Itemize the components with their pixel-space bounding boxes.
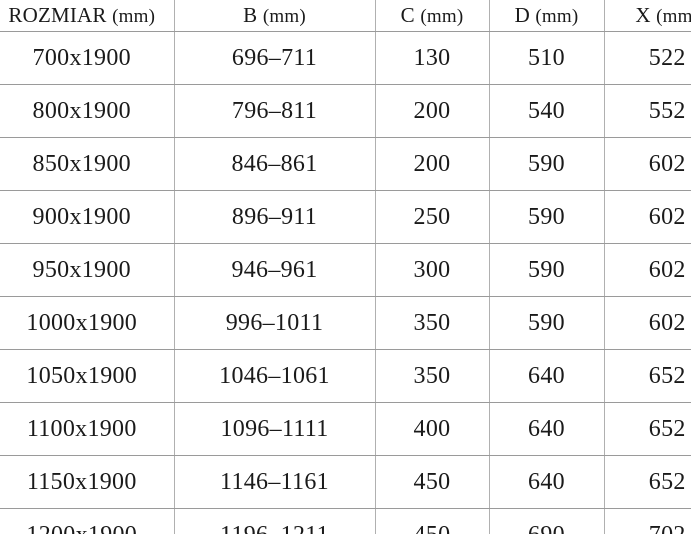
- cell-c: 200: [375, 137, 490, 191]
- cell-x: 652: [604, 455, 691, 509]
- column-header-size-label: ROZMIAR: [8, 3, 107, 27]
- cell-d: 690: [489, 508, 605, 534]
- cell-c: 400: [375, 402, 490, 456]
- table-row: 850x1900 846–861 200 590 602: [0, 137, 691, 191]
- cell-size: 1000x1900: [0, 296, 175, 350]
- cell-c: 450: [375, 455, 490, 509]
- cell-b: 946–961: [174, 243, 376, 297]
- cell-c: 350: [375, 296, 490, 350]
- cell-size: 1150x1900: [0, 455, 175, 509]
- table-row: 1000x1900 996–1011 350 590 602: [0, 296, 691, 350]
- cell-d: 510: [489, 31, 605, 85]
- cell-size: 700x1900: [0, 31, 175, 85]
- cell-c: 350: [375, 349, 490, 403]
- cell-b: 796–811: [174, 84, 376, 138]
- cell-x: 552: [604, 84, 691, 138]
- table-row: 1150x1900 1146–1161 450 640 652: [0, 455, 691, 509]
- table-row: 800x1900 796–811 200 540 552: [0, 84, 691, 138]
- cell-d: 540: [489, 84, 605, 138]
- column-header-b-unit: (mm): [262, 6, 306, 27]
- column-header-c-unit: (mm): [420, 6, 464, 27]
- table-row: 1100x1900 1096–1111 400 640 652: [0, 402, 691, 456]
- cell-x: 602: [604, 190, 691, 244]
- cell-x: 652: [604, 349, 691, 403]
- column-header-size: ROZMIAR (mm): [0, 0, 175, 32]
- column-header-c: C (mm): [375, 0, 490, 32]
- cell-b: 1046–1061: [174, 349, 376, 403]
- cell-size: 900x1900: [0, 190, 175, 244]
- cell-b: 896–911: [174, 190, 376, 244]
- table-row: 950x1900 946–961 300 590 602: [0, 243, 691, 297]
- cell-b: 846–861: [174, 137, 376, 191]
- cell-b: 1096–1111: [174, 402, 376, 456]
- cell-d: 640: [489, 455, 605, 509]
- cell-d: 590: [489, 296, 605, 350]
- cell-d: 590: [489, 137, 605, 191]
- column-header-d-unit: (mm): [535, 6, 579, 27]
- cell-size: 850x1900: [0, 137, 175, 191]
- cell-b: 1146–1161: [174, 455, 376, 509]
- column-header-size-unit: (mm): [112, 6, 156, 27]
- table-row: 700x1900 696–711 130 510 522: [0, 31, 691, 85]
- cell-d: 640: [489, 402, 605, 456]
- column-header-x: X (mm): [604, 0, 691, 32]
- column-header-x-label: X: [635, 3, 651, 27]
- cell-x: 602: [604, 243, 691, 297]
- cell-x: 602: [604, 296, 691, 350]
- cell-x: 702: [604, 509, 691, 534]
- cell-size: 800x1900: [0, 84, 175, 138]
- table-row: 1200x1900 1196–1211 450 690 702: [0, 508, 691, 534]
- cell-size: 1200x1900: [0, 508, 175, 534]
- cell-x: 522: [604, 31, 691, 85]
- column-header-b: B (mm): [174, 0, 376, 32]
- cell-d: 640: [489, 349, 605, 403]
- cell-c: 300: [375, 243, 490, 297]
- column-header-b-label: B: [243, 3, 258, 27]
- cell-d: 590: [489, 190, 605, 244]
- cell-c: 200: [375, 84, 490, 138]
- cell-b: 1196–1211: [174, 508, 376, 534]
- table-row: 1050x1900 1046–1061 350 640 652: [0, 349, 691, 403]
- cell-size: 1100x1900: [0, 402, 175, 456]
- cell-c: 130: [375, 31, 490, 85]
- column-header-c-label: C: [400, 3, 415, 27]
- table-header: ROZMIAR (mm) B (mm) C (mm) D (mm) X (mm): [0, 0, 691, 32]
- cell-size: 950x1900: [0, 243, 175, 297]
- column-header-d: D (mm): [489, 0, 605, 32]
- table-body: 700x1900 696–711 130 510 522 800x1900 79…: [0, 31, 691, 534]
- cell-x: 652: [604, 402, 691, 456]
- table-row: 900x1900 896–911 250 590 602: [0, 190, 691, 244]
- cell-c: 250: [375, 190, 490, 244]
- cell-b: 696–711: [174, 31, 376, 85]
- cell-size: 1050x1900: [0, 349, 175, 403]
- cell-d: 590: [489, 243, 605, 297]
- column-header-x-unit: (mm): [656, 6, 691, 27]
- cell-b: 996–1011: [174, 296, 376, 350]
- column-header-d-label: D: [514, 3, 530, 27]
- table-header-row: ROZMIAR (mm) B (mm) C (mm) D (mm) X (mm): [0, 0, 691, 32]
- cell-c: 450: [375, 508, 490, 534]
- cell-x: 602: [604, 137, 691, 191]
